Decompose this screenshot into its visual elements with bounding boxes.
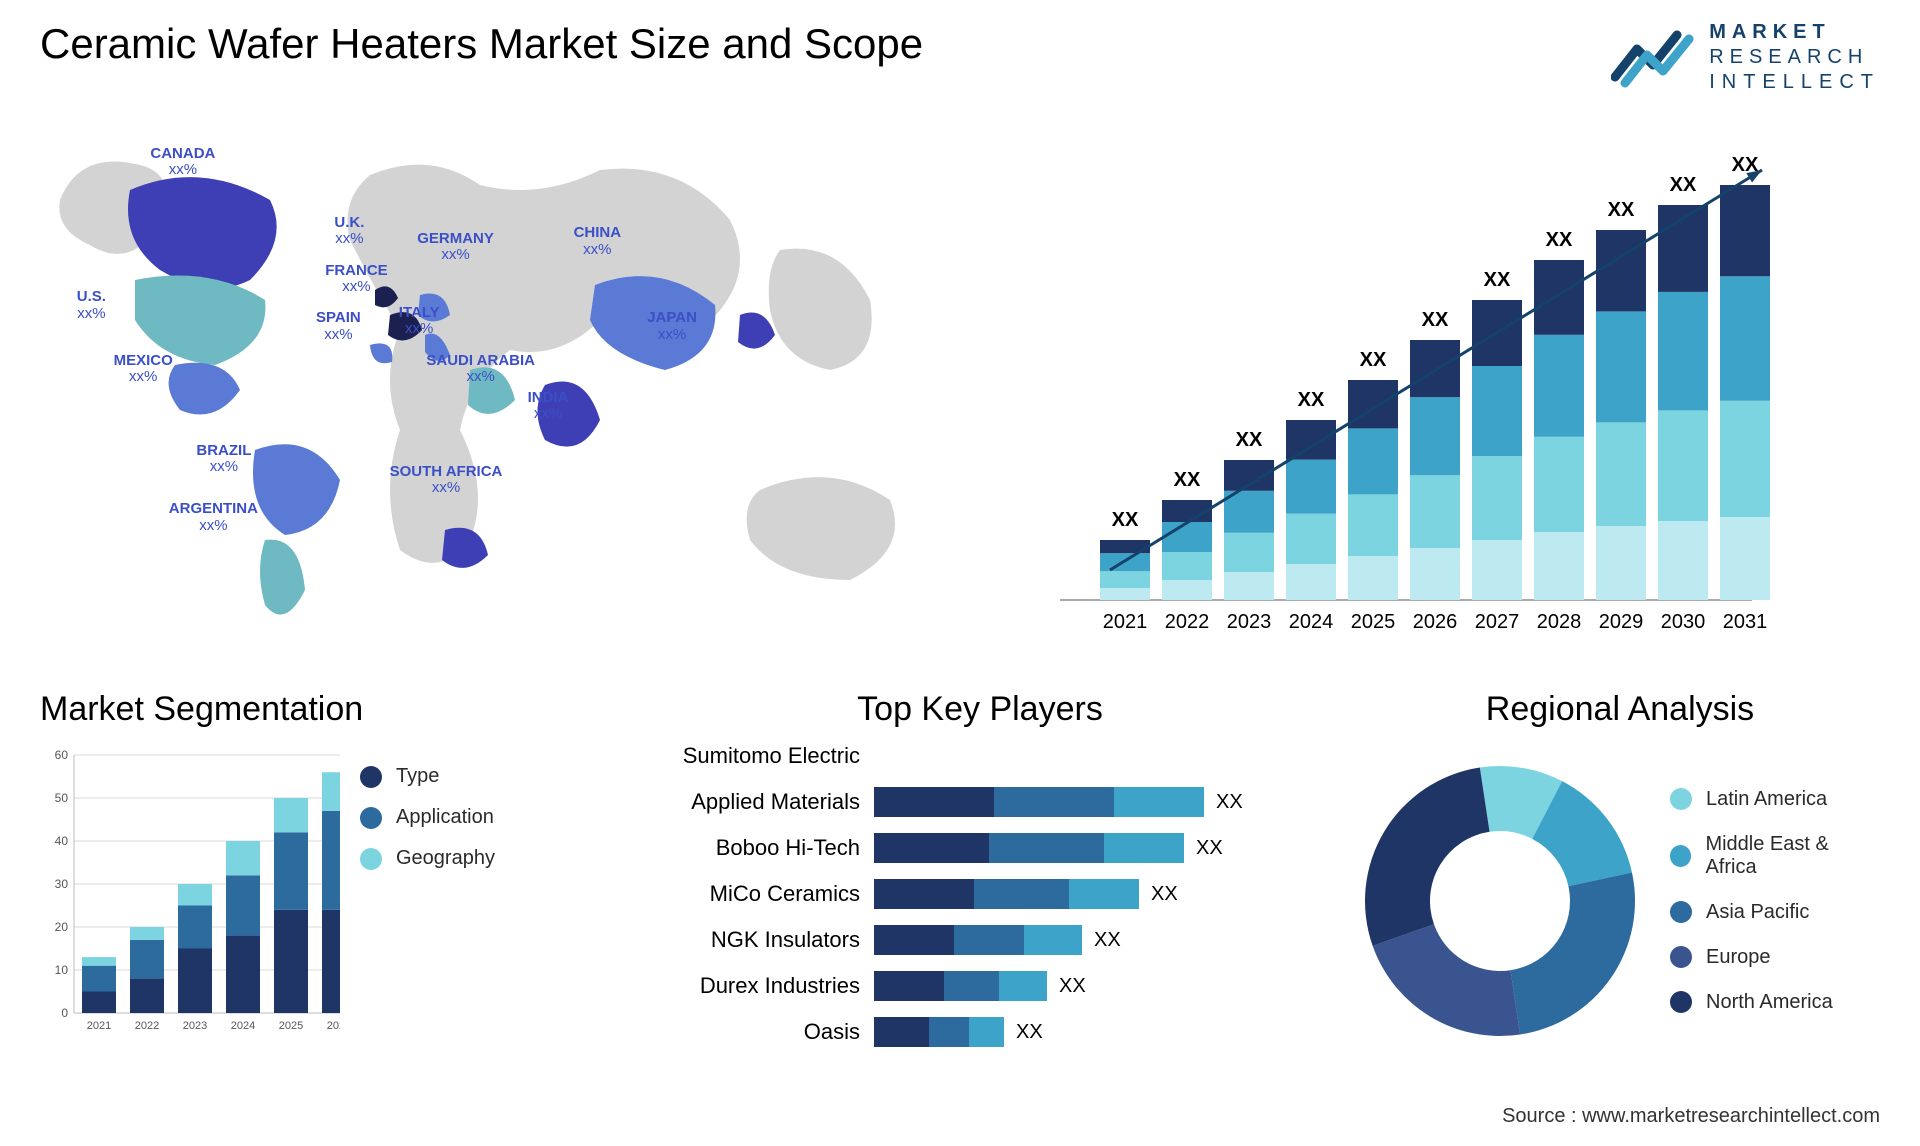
map-label: U.K.xx% (334, 215, 364, 248)
key-player-bar: XX (874, 925, 1121, 955)
regional-title: Regional Analysis (1360, 690, 1880, 729)
map-label: SPAINxx% (316, 310, 361, 343)
svg-text:2026: 2026 (327, 1020, 340, 1032)
page-title: Ceramic Wafer Heaters Market Size and Sc… (40, 20, 923, 68)
svg-text:40: 40 (55, 834, 69, 848)
svg-text:2026: 2026 (1413, 611, 1458, 633)
key-players-bars: XX XX XX XX XX XX (874, 741, 1320, 1060)
forecast-chart: XX 2021 XX 2022 XX 2023 XX 2024 XX 2025 XX 2026 XX 20… (1020, 130, 1880, 660)
key-player-label: MiCo Ceramics (640, 881, 860, 907)
svg-text:2027: 2027 (1475, 611, 1520, 633)
key-player-label: Boboo Hi-Tech (640, 835, 860, 861)
map-label: ITALYxx% (399, 305, 440, 338)
brand-logo: MARKET RESEARCH INTELLECT (1611, 20, 1880, 95)
legend-item: Type (360, 765, 600, 788)
key-player-label: Oasis (640, 1019, 860, 1045)
svg-text:30: 30 (55, 877, 69, 891)
key-player-bar: XX (874, 971, 1086, 1001)
svg-text:2022: 2022 (1165, 611, 1210, 633)
key-player-bar: XX (874, 879, 1178, 909)
legend-item: Application (360, 806, 600, 829)
segmentation-chart: 0 10 20 30 40 50 60 2021 2022 2023 2024 2025 2026 (40, 741, 340, 1060)
svg-text:2023: 2023 (1227, 611, 1272, 633)
svg-text:0: 0 (61, 1006, 68, 1020)
map-label: MEXICOxx% (114, 353, 173, 386)
logo-mark-icon (1611, 25, 1697, 91)
svg-text:XX: XX (1546, 229, 1573, 251)
world-map: CANADAxx% U.S.xx% MEXICOxx% BRAZILxx% ARGENT… (40, 130, 960, 660)
svg-text:2029: 2029 (1599, 611, 1644, 633)
key-player-bar: XX (874, 833, 1223, 863)
svg-text:2022: 2022 (135, 1020, 159, 1032)
map-label: FRANCExx% (325, 263, 388, 296)
map-label: SOUTH AFRICAxx% (390, 464, 503, 497)
source-text: Source : www.marketresearchintellect.com (1502, 1105, 1880, 1128)
map-label: ARGENTINAxx% (169, 501, 258, 534)
map-label: SAUDI ARABIAxx% (426, 353, 535, 386)
svg-text:2024: 2024 (1289, 611, 1334, 633)
map-label: JAPANxx% (647, 310, 697, 343)
svg-text:XX: XX (1670, 174, 1697, 196)
map-label: INDIAxx% (528, 390, 569, 423)
legend-item: Latin America (1670, 788, 1880, 811)
svg-text:60: 60 (55, 748, 69, 762)
svg-text:2021: 2021 (1103, 611, 1148, 633)
key-player-bar: XX (874, 1017, 1043, 1047)
svg-text:10: 10 (55, 963, 69, 977)
svg-text:2025: 2025 (279, 1020, 303, 1032)
segmentation-panel: Market Segmentation 0 10 20 30 40 50 60 2021 202… (40, 690, 600, 1060)
map-label: GERMANYxx% (417, 231, 494, 264)
key-players-title: Top Key Players (640, 690, 1320, 729)
svg-text:XX: XX (1360, 349, 1387, 371)
logo-line2: RESEARCH (1709, 45, 1880, 70)
legend-item: Middle East & Africa (1670, 833, 1880, 879)
svg-text:2028: 2028 (1537, 611, 1582, 633)
forecast-svg: XX 2021 XX 2022 XX 2023 XX 2024 XX 2025 XX 2026 XX 20… (1020, 130, 1880, 660)
segmentation-legend: Type Application Geography (360, 741, 600, 1060)
svg-text:XX: XX (1112, 509, 1139, 531)
key-players-labels: Sumitomo Electric Applied Materials Boboo … (640, 741, 860, 1047)
svg-text:2024: 2024 (231, 1020, 255, 1032)
regional-legend: Latin America Middle East & Africa Asia Pa… (1670, 788, 1880, 1014)
svg-text:20: 20 (55, 920, 69, 934)
svg-text:XX: XX (1608, 199, 1635, 221)
key-player-label: Sumitomo Electric (640, 743, 860, 769)
svg-text:XX: XX (1174, 469, 1201, 491)
regional-panel: Regional Analysis Latin America Middle Ea… (1360, 690, 1880, 1060)
svg-text:XX: XX (1298, 389, 1325, 411)
key-player-bar: XX (874, 787, 1243, 817)
map-label: U.S.xx% (77, 289, 106, 322)
key-player-label: NGK Insulators (640, 927, 860, 953)
svg-text:2021: 2021 (87, 1020, 111, 1032)
logo-line3: INTELLECT (1709, 70, 1880, 95)
svg-text:2031: 2031 (1723, 611, 1768, 633)
map-label: CANADAxx% (150, 146, 215, 179)
segmentation-title: Market Segmentation (40, 690, 600, 729)
map-label: BRAZILxx% (196, 443, 251, 476)
svg-text:XX: XX (1236, 429, 1263, 451)
svg-text:50: 50 (55, 791, 69, 805)
world-map-svg (40, 130, 960, 660)
key-player-label: Durex Industries (640, 973, 860, 999)
svg-text:2023: 2023 (183, 1020, 207, 1032)
svg-text:2030: 2030 (1661, 611, 1706, 633)
svg-text:XX: XX (1484, 269, 1511, 291)
svg-text:XX: XX (1422, 309, 1449, 331)
map-label: CHINAxx% (574, 225, 622, 258)
svg-text:2025: 2025 (1351, 611, 1396, 633)
key-players-panel: Top Key Players Sumitomo Electric Applied… (640, 690, 1320, 1060)
logo-line1: MARKET (1709, 20, 1880, 45)
legend-item: Geography (360, 847, 600, 870)
legend-item: Asia Pacific (1670, 901, 1880, 924)
key-player-label: Applied Materials (640, 789, 860, 815)
regional-donut (1360, 761, 1640, 1041)
legend-item: North America (1670, 991, 1880, 1014)
legend-item: Europe (1670, 946, 1880, 969)
